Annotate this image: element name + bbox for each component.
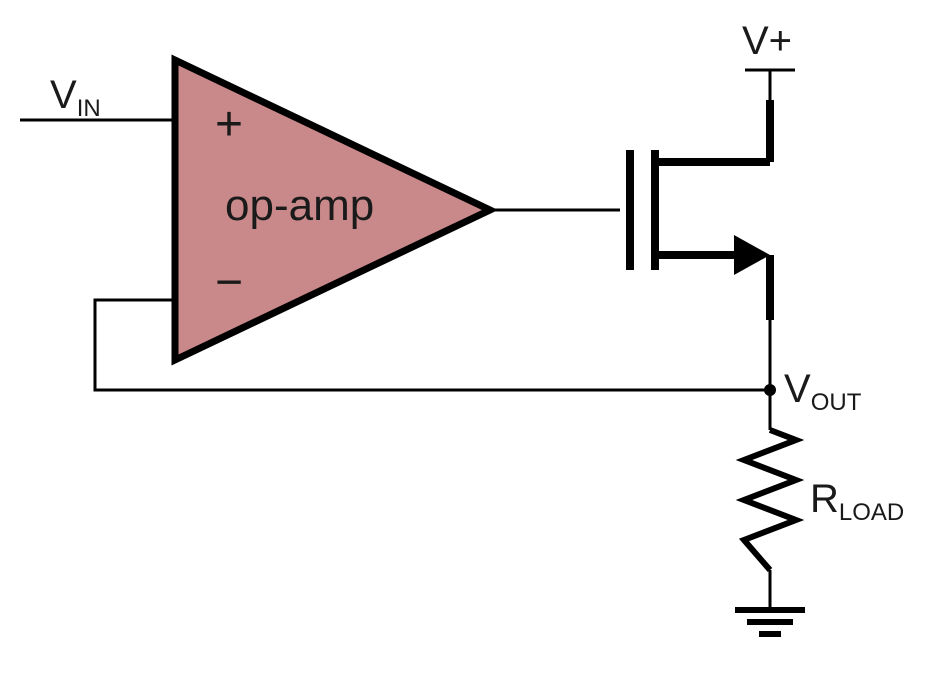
- rload-label: RLOAD: [810, 477, 904, 526]
- vin-label: VIN: [50, 73, 101, 122]
- vout-label: VOUT: [784, 367, 862, 416]
- vplus-label: V+: [742, 19, 792, 63]
- opamp-label: op-amp: [225, 181, 374, 230]
- opamp-minus-label: −: [215, 256, 243, 309]
- opamp-plus-label: +: [215, 98, 243, 151]
- mosfet-source-arrow-icon: [734, 235, 770, 275]
- circuit-diagram: + − op-amp VIN V+ VOUT RLOAD: [0, 0, 940, 676]
- load-resistor: [744, 430, 796, 570]
